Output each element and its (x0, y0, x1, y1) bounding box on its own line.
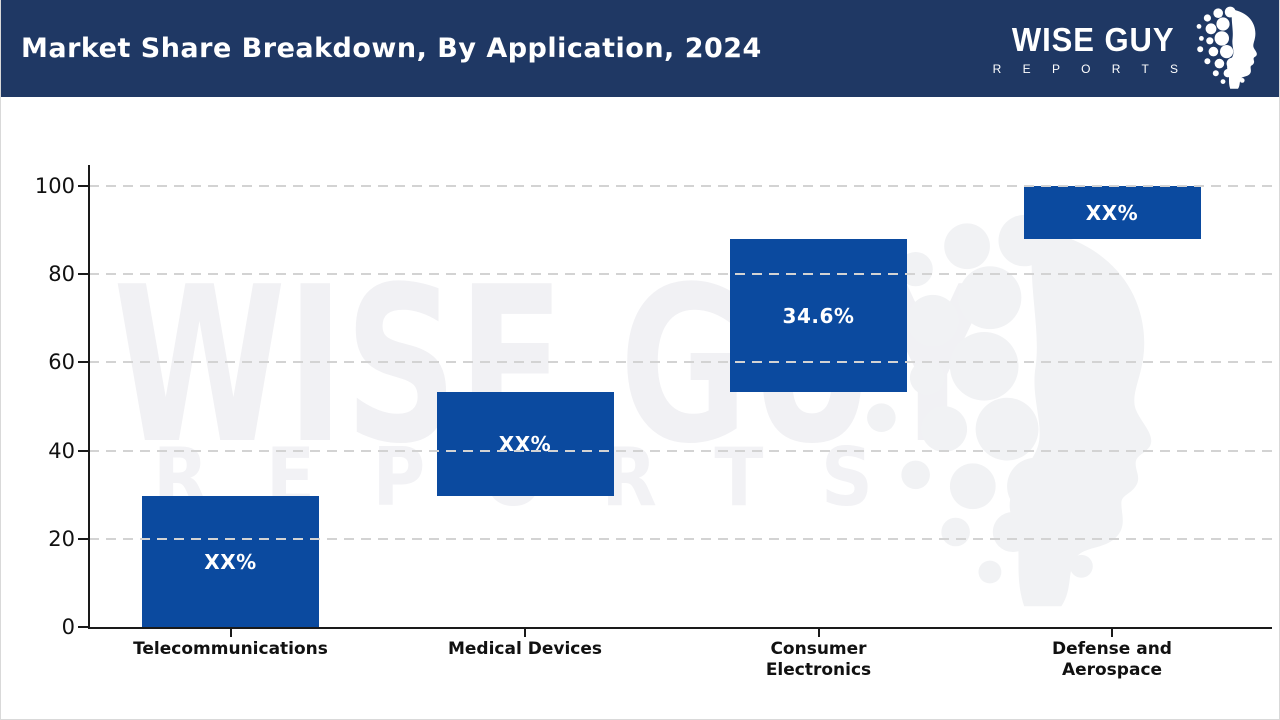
x-axis-tickmark (817, 628, 820, 637)
y-axis-tick-label: 80 (48, 262, 75, 287)
gridline (89, 361, 1272, 364)
x-axis-tickmark (524, 628, 526, 637)
bar-value-label: XX% (498, 431, 552, 456)
x-axis-tickmark (229, 628, 232, 637)
x-axis-category-label: Defense and Aerospace (1052, 639, 1172, 680)
bar-defense-and-aerospace: XX% (1023, 186, 1201, 240)
y-axis-tick-label: 40 (48, 438, 75, 463)
gridline (89, 273, 1272, 276)
x-axis-category-label: Telecommunications (133, 639, 328, 659)
y-axis-tickmark (78, 626, 88, 628)
bar-telecommunications: XX% (142, 496, 319, 627)
brand-logo: WISE GUY R E P O R T S (987, 6, 1269, 90)
y-axis-tickmark (78, 361, 88, 364)
y-axis-tickmark (78, 273, 88, 276)
x-axis-spine (88, 627, 1272, 629)
y-axis-tick-label: 0 (61, 615, 75, 639)
header-bar: Market Share Breakdown, By Application, … (1, 0, 1279, 97)
y-axis-tickmark (78, 185, 88, 187)
bar-value-label: XX% (204, 549, 257, 574)
brand-face-icon (1196, 6, 1257, 89)
bar-value-label: 34.6% (782, 303, 855, 328)
bar-value-label: XX% (1085, 200, 1139, 225)
brand-name: WISE GUY (1011, 20, 1175, 58)
y-axis-tickmark (78, 537, 88, 540)
brand-subtitle: R E P O R T S (992, 61, 1187, 76)
gridline (89, 449, 1272, 452)
gridline (89, 185, 1272, 187)
x-axis-category-label: Consumer Electronics (765, 639, 872, 680)
bar-medical-devices: XX% (436, 391, 614, 496)
watermark-face-icon (864, 214, 1152, 607)
x-axis-category-label: Medical Devices (447, 639, 602, 659)
y-axis-tickmark (78, 449, 88, 452)
y-axis-tick-label: 60 (48, 350, 75, 375)
gridline (89, 537, 1272, 540)
y-axis-tick-label: 20 (48, 526, 75, 551)
y-axis-spine (88, 165, 90, 629)
bar-consumer-electronics: 34.6% (730, 239, 907, 392)
chart-title: Market Share Breakdown, By Application, … (21, 33, 762, 64)
brand-logo-text: WISE GUY R E P O R T S (987, 21, 1187, 76)
y-axis-tick-label: 100 (34, 174, 75, 198)
x-axis-tickmark (1111, 628, 1113, 637)
